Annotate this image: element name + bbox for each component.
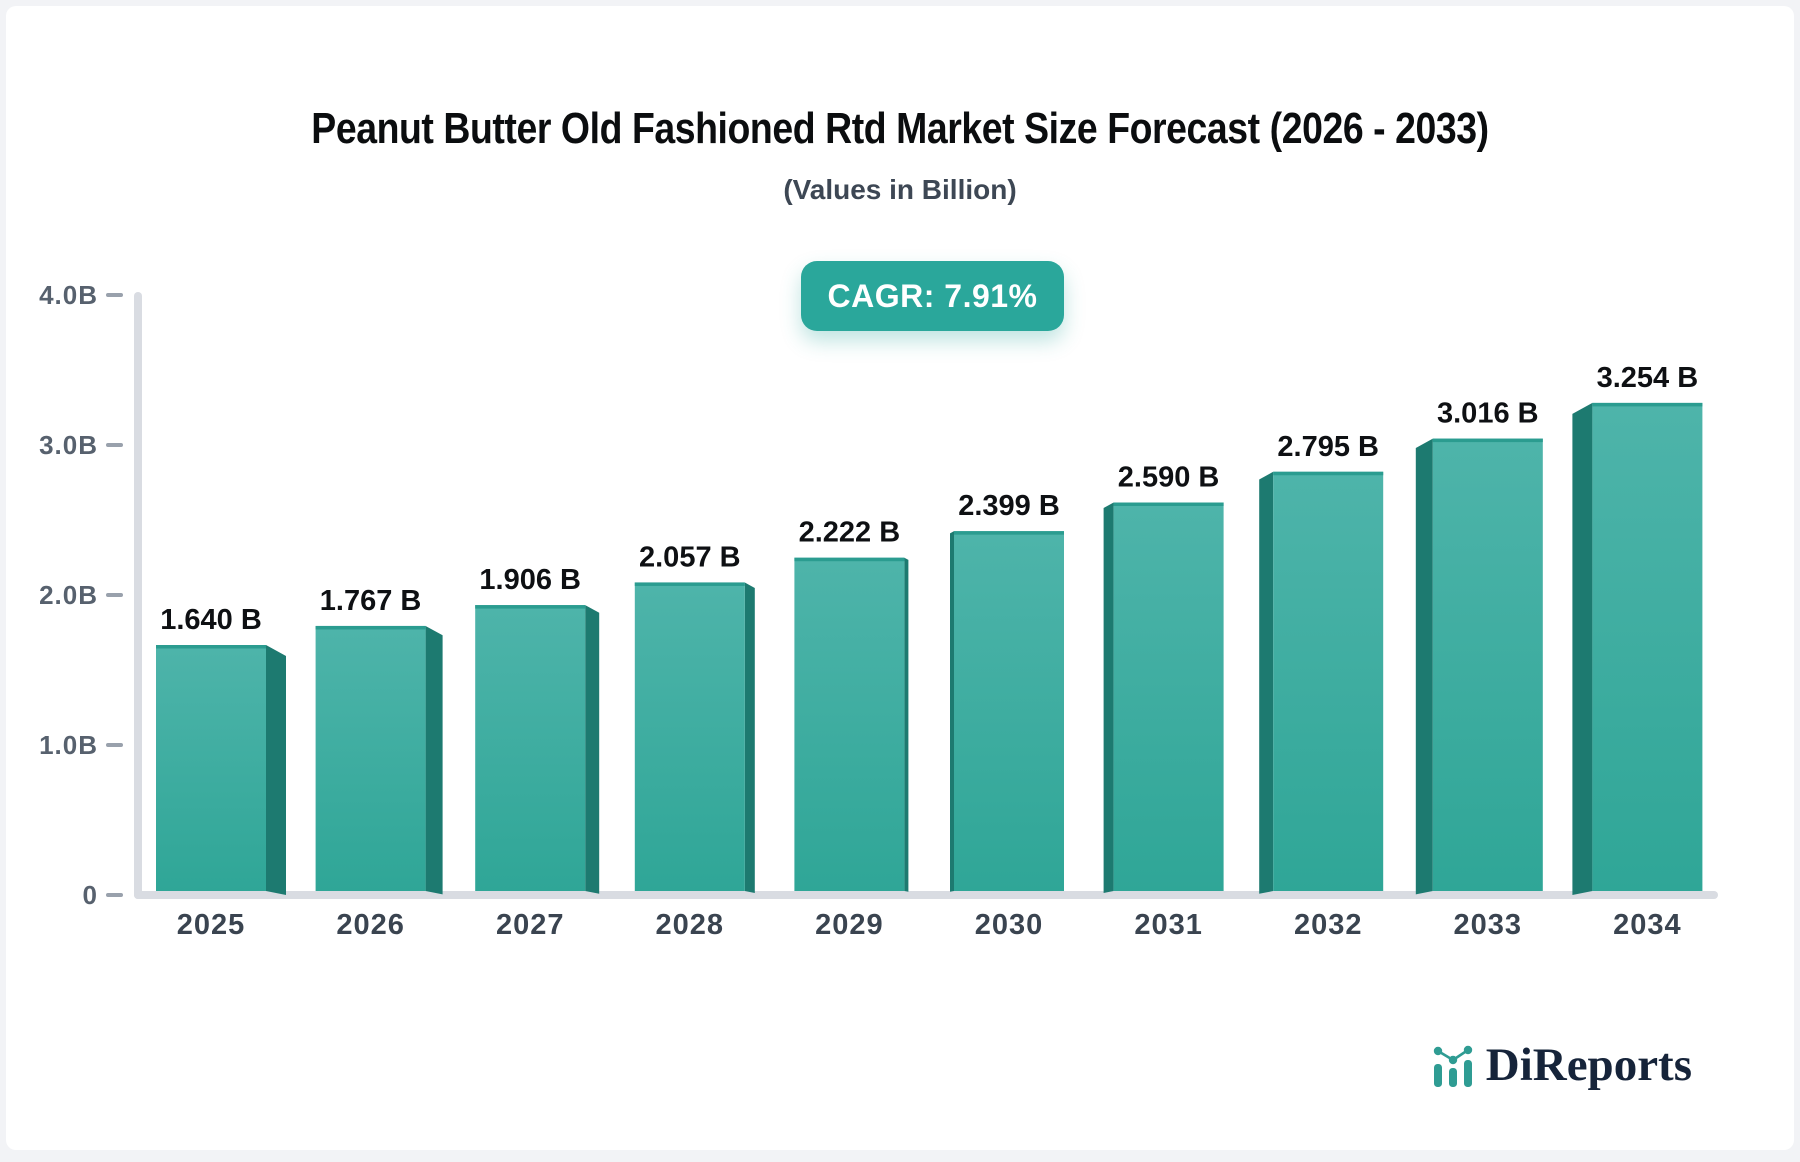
bar-front <box>1592 402 1703 891</box>
x-axis-label: 2034 <box>1613 909 1682 941</box>
bar-side <box>950 531 954 892</box>
mini-bar-chart-icon <box>1433 1045 1472 1087</box>
bar-top-edge <box>1273 471 1384 476</box>
bar-2034: 3.254 B 2034 <box>1572 362 1703 941</box>
bar-side <box>904 557 909 892</box>
cagr-badge-label: CAGR: 7.91% <box>827 277 1038 314</box>
bar-side <box>585 605 600 894</box>
bar-side <box>266 645 286 895</box>
bar-front <box>1113 502 1224 891</box>
bar-side <box>744 582 755 893</box>
y-tick <box>106 743 123 747</box>
cagr-badge: CAGR: 7.91% <box>801 261 1064 331</box>
y-tick-label: 4.0B <box>39 280 98 310</box>
bar-value-label: 3.016 B <box>1437 398 1539 430</box>
bar-value-label: 2.590 B <box>1118 462 1220 494</box>
bar-value-label: 2.057 B <box>639 541 741 573</box>
chart-title: Peanut Butter Old Fashioned Rtd Market S… <box>311 104 1489 153</box>
chart-card: Peanut Butter Old Fashioned Rtd Market S… <box>6 6 1794 1150</box>
bar-side <box>1572 402 1593 895</box>
bar-front <box>475 605 586 891</box>
bar-value-label: 1.767 B <box>320 585 422 617</box>
bar-top-edge <box>1432 438 1543 443</box>
bar-value-label: 2.222 B <box>799 517 901 549</box>
brand-name: DiReports <box>1485 1039 1692 1091</box>
x-axis-label: 2025 <box>177 909 246 941</box>
x-axis-label: 2033 <box>1454 909 1523 941</box>
bar-side <box>1259 471 1274 894</box>
bar-2025: 1.640 B 2025 <box>156 604 286 941</box>
bar-front <box>1432 438 1543 891</box>
bar-top-edge <box>794 557 905 562</box>
bar-2029: 2.222 B 2029 <box>794 517 909 941</box>
y-tick <box>106 893 123 897</box>
direports-logo: DiReports <box>1433 1042 1692 1089</box>
y-axis-line <box>134 292 142 899</box>
bar-front <box>634 582 745 891</box>
bar-value-label: 2.795 B <box>1277 431 1379 463</box>
bar-front <box>954 531 1064 891</box>
x-axis-label: 2029 <box>815 909 884 941</box>
x-axis-label: 2032 <box>1294 909 1363 941</box>
bar-top-edge <box>1592 402 1703 407</box>
bar-top-edge <box>315 625 426 630</box>
y-tick-label: 2.0B <box>39 580 98 610</box>
bar-2030: 2.399 B 2030 <box>950 490 1064 941</box>
bar-top-edge <box>156 645 266 649</box>
bar-side <box>1103 502 1114 893</box>
bar-2027: 1.906 B 2027 <box>475 564 600 941</box>
bar-front <box>156 645 266 891</box>
bar-front <box>315 625 426 891</box>
bar-value-label: 3.254 B <box>1597 362 1699 394</box>
bar-top-edge <box>954 531 1064 535</box>
bar-side <box>1415 438 1433 895</box>
y-tick <box>106 293 123 297</box>
bar-value-label: 1.906 B <box>479 564 581 596</box>
bar-top-edge <box>1113 502 1224 506</box>
x-axis-label: 2028 <box>656 909 725 941</box>
y-tick-label: 3.0B <box>39 430 98 460</box>
bar-side <box>425 625 443 895</box>
bar-2026: 1.767 B 2026 <box>315 585 443 941</box>
x-axis-label: 2027 <box>496 909 565 941</box>
x-axis-label: 2031 <box>1134 909 1203 941</box>
bar-2033: 3.016 B 2033 <box>1415 398 1543 941</box>
bar-front <box>1273 471 1384 891</box>
y-tick <box>106 593 123 597</box>
bar-value-label: 2.399 B <box>958 490 1060 522</box>
y-tick <box>106 443 123 447</box>
bar-2032: 2.795 B 2032 <box>1259 431 1384 941</box>
chart-subtitle: (Values in Billion) <box>783 174 1017 205</box>
bar-2031: 2.590 B 2031 <box>1103 462 1224 941</box>
bar-front <box>794 557 905 891</box>
x-axis-label: 2030 <box>975 909 1044 941</box>
y-tick-label: 1.0B <box>39 730 98 760</box>
bar-top-edge <box>475 605 586 609</box>
bar-2028: 2.057 B 2028 <box>634 541 755 941</box>
bar-top-edge <box>634 582 745 586</box>
bar-value-label: 1.640 B <box>160 604 262 636</box>
x-axis-label: 2026 <box>336 909 405 941</box>
y-tick-label: 0 <box>83 880 98 910</box>
x-axis-line <box>134 891 1718 899</box>
